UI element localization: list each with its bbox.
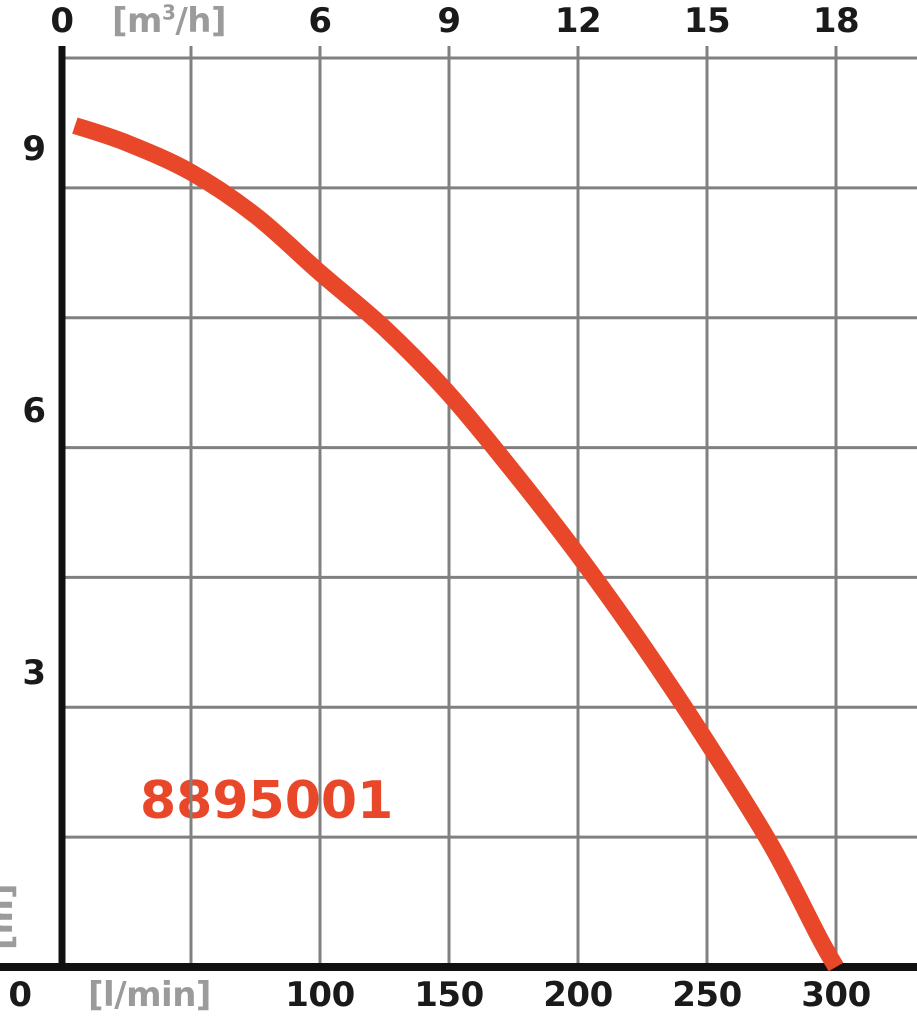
top-axis-tick-0: 0	[50, 1, 74, 41]
bottom-axis-unit-label: [l/min]	[88, 975, 211, 1015]
top-axis-unit-head: [m	[112, 1, 162, 41]
bottom-axis-tick-300: 300	[801, 975, 871, 1015]
top-axis-tick-12: 12	[554, 1, 602, 41]
bottom-axis-tick-150: 150	[414, 975, 484, 1015]
performance-curve	[72, 117, 844, 972]
left-axis-tick-6: 6	[22, 391, 46, 431]
left-axis-tick-9: 9	[22, 129, 46, 169]
top-axis-tick-18: 18	[812, 1, 860, 41]
left-axis-tick-3: 3	[22, 653, 46, 693]
bottom-axis-tick-0: 0	[8, 975, 32, 1015]
axis-lines	[0, 58, 917, 971]
vertical-gridlines	[189, 58, 838, 967]
top-axis-unit-exponent: 3	[161, 0, 176, 25]
bottom-axis-tick-200: 200	[543, 975, 613, 1015]
top-axis-unit-label: [m3/h]	[112, 0, 227, 41]
bottom-axis-tick-250: 250	[672, 975, 742, 1015]
bottom-axis-tick-100: 100	[285, 975, 355, 1015]
top-axis-tick-6: 6	[308, 1, 332, 41]
top-axis-unit-tail: /h]	[175, 1, 227, 41]
top-axis-tick-15: 15	[683, 1, 731, 41]
series-code-label: 8895001	[140, 771, 394, 831]
top-axis-tick-9: 9	[437, 1, 461, 41]
